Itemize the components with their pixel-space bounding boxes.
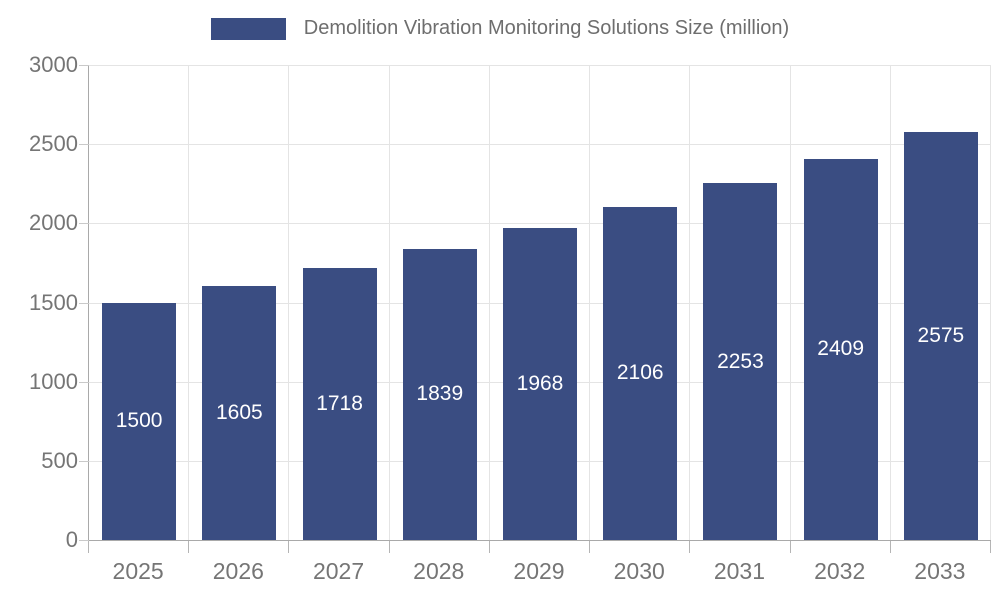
x-tick-label: 2032 xyxy=(814,558,866,584)
y-tick-mark xyxy=(79,223,89,225)
x-tick-mark xyxy=(488,541,490,553)
y-tick-label: 2500 xyxy=(29,131,78,157)
bar-2029[interactable]: 1968 xyxy=(503,228,577,540)
y-tick-mark xyxy=(79,460,89,462)
bar-2025[interactable]: 1500 xyxy=(102,302,177,540)
bar-2028[interactable]: 1839 xyxy=(402,248,477,540)
bar-value-label: 2253 xyxy=(717,349,764,373)
bar-value-label: 1605 xyxy=(215,400,263,424)
x-tick-label: 2028 xyxy=(413,558,465,584)
chart-legend[interactable]: Demolition Vibration Monitoring Solution… xyxy=(0,17,1000,40)
x-grid-line xyxy=(789,65,791,540)
bar-value-label: 2575 xyxy=(917,324,965,348)
bar-2032[interactable]: 2409 xyxy=(803,158,878,540)
bar-2027[interactable]: 1718 xyxy=(302,267,377,540)
bar-2031[interactable]: 2253 xyxy=(703,183,778,540)
x-tick-label: 2025 xyxy=(112,558,164,584)
x-grid-line xyxy=(488,65,490,540)
x-tick-mark xyxy=(889,541,891,553)
y-tick-label: 2000 xyxy=(29,210,78,236)
y-tick-mark xyxy=(79,144,89,146)
bar-value-label: 1718 xyxy=(316,391,363,415)
x-tick-label: 2026 xyxy=(212,558,264,584)
y-grid-line xyxy=(89,65,991,66)
bar-2030[interactable]: 2106 xyxy=(603,206,678,540)
x-tick-mark xyxy=(388,541,390,553)
y-tick-mark xyxy=(79,381,89,383)
plot-area: 1500 1605 1718 1839 1968 2106 2253 2409 2575 xyxy=(79,65,991,541)
x-grid-line xyxy=(388,65,390,540)
x-grid-line xyxy=(689,65,691,540)
bar-value-label: 2106 xyxy=(616,361,664,385)
x-grid-line xyxy=(188,65,190,540)
y-tick-label: 0 xyxy=(65,527,78,552)
x-grid-line xyxy=(589,65,591,540)
bar-value-label: 2409 xyxy=(817,337,865,361)
x-tick-label: 2027 xyxy=(312,558,365,584)
y-tick-label: 3000 xyxy=(29,52,78,77)
bar-value-label: 1500 xyxy=(115,409,163,433)
x-tick-label: 2033 xyxy=(914,558,966,584)
y-tick-mark xyxy=(79,302,89,304)
bar-2026[interactable]: 1605 xyxy=(202,285,277,540)
x-tick-mark xyxy=(288,541,290,553)
x-tick-label: 2031 xyxy=(713,558,766,584)
y-tick-label: 1000 xyxy=(29,368,78,394)
y-tick-label: 1500 xyxy=(29,289,78,315)
bar-value-label: 1968 xyxy=(516,372,564,396)
x-tick-label: 2030 xyxy=(613,558,665,584)
x-grid-line xyxy=(990,65,991,540)
x-tick-mark xyxy=(88,541,89,553)
x-tick-label: 2029 xyxy=(513,558,565,584)
bar-2033[interactable]: 2575 xyxy=(903,132,978,540)
y-tick-mark xyxy=(79,540,89,541)
x-grid-line xyxy=(288,65,290,540)
x-tick-mark xyxy=(789,541,791,553)
legend-swatch xyxy=(210,17,286,40)
x-grid-line xyxy=(889,65,891,540)
bar-value-label: 1839 xyxy=(416,382,464,406)
chart-title: Demolition Vibration Monitoring Solution… xyxy=(303,17,790,39)
x-tick-mark xyxy=(188,541,190,553)
y-tick-label: 500 xyxy=(41,447,78,473)
y-tick-mark xyxy=(79,65,89,66)
x-tick-mark xyxy=(689,541,691,553)
x-tick-mark xyxy=(589,541,591,553)
y-grid-line xyxy=(89,144,991,146)
y-grid-line xyxy=(89,223,991,225)
x-tick-mark xyxy=(990,541,991,553)
